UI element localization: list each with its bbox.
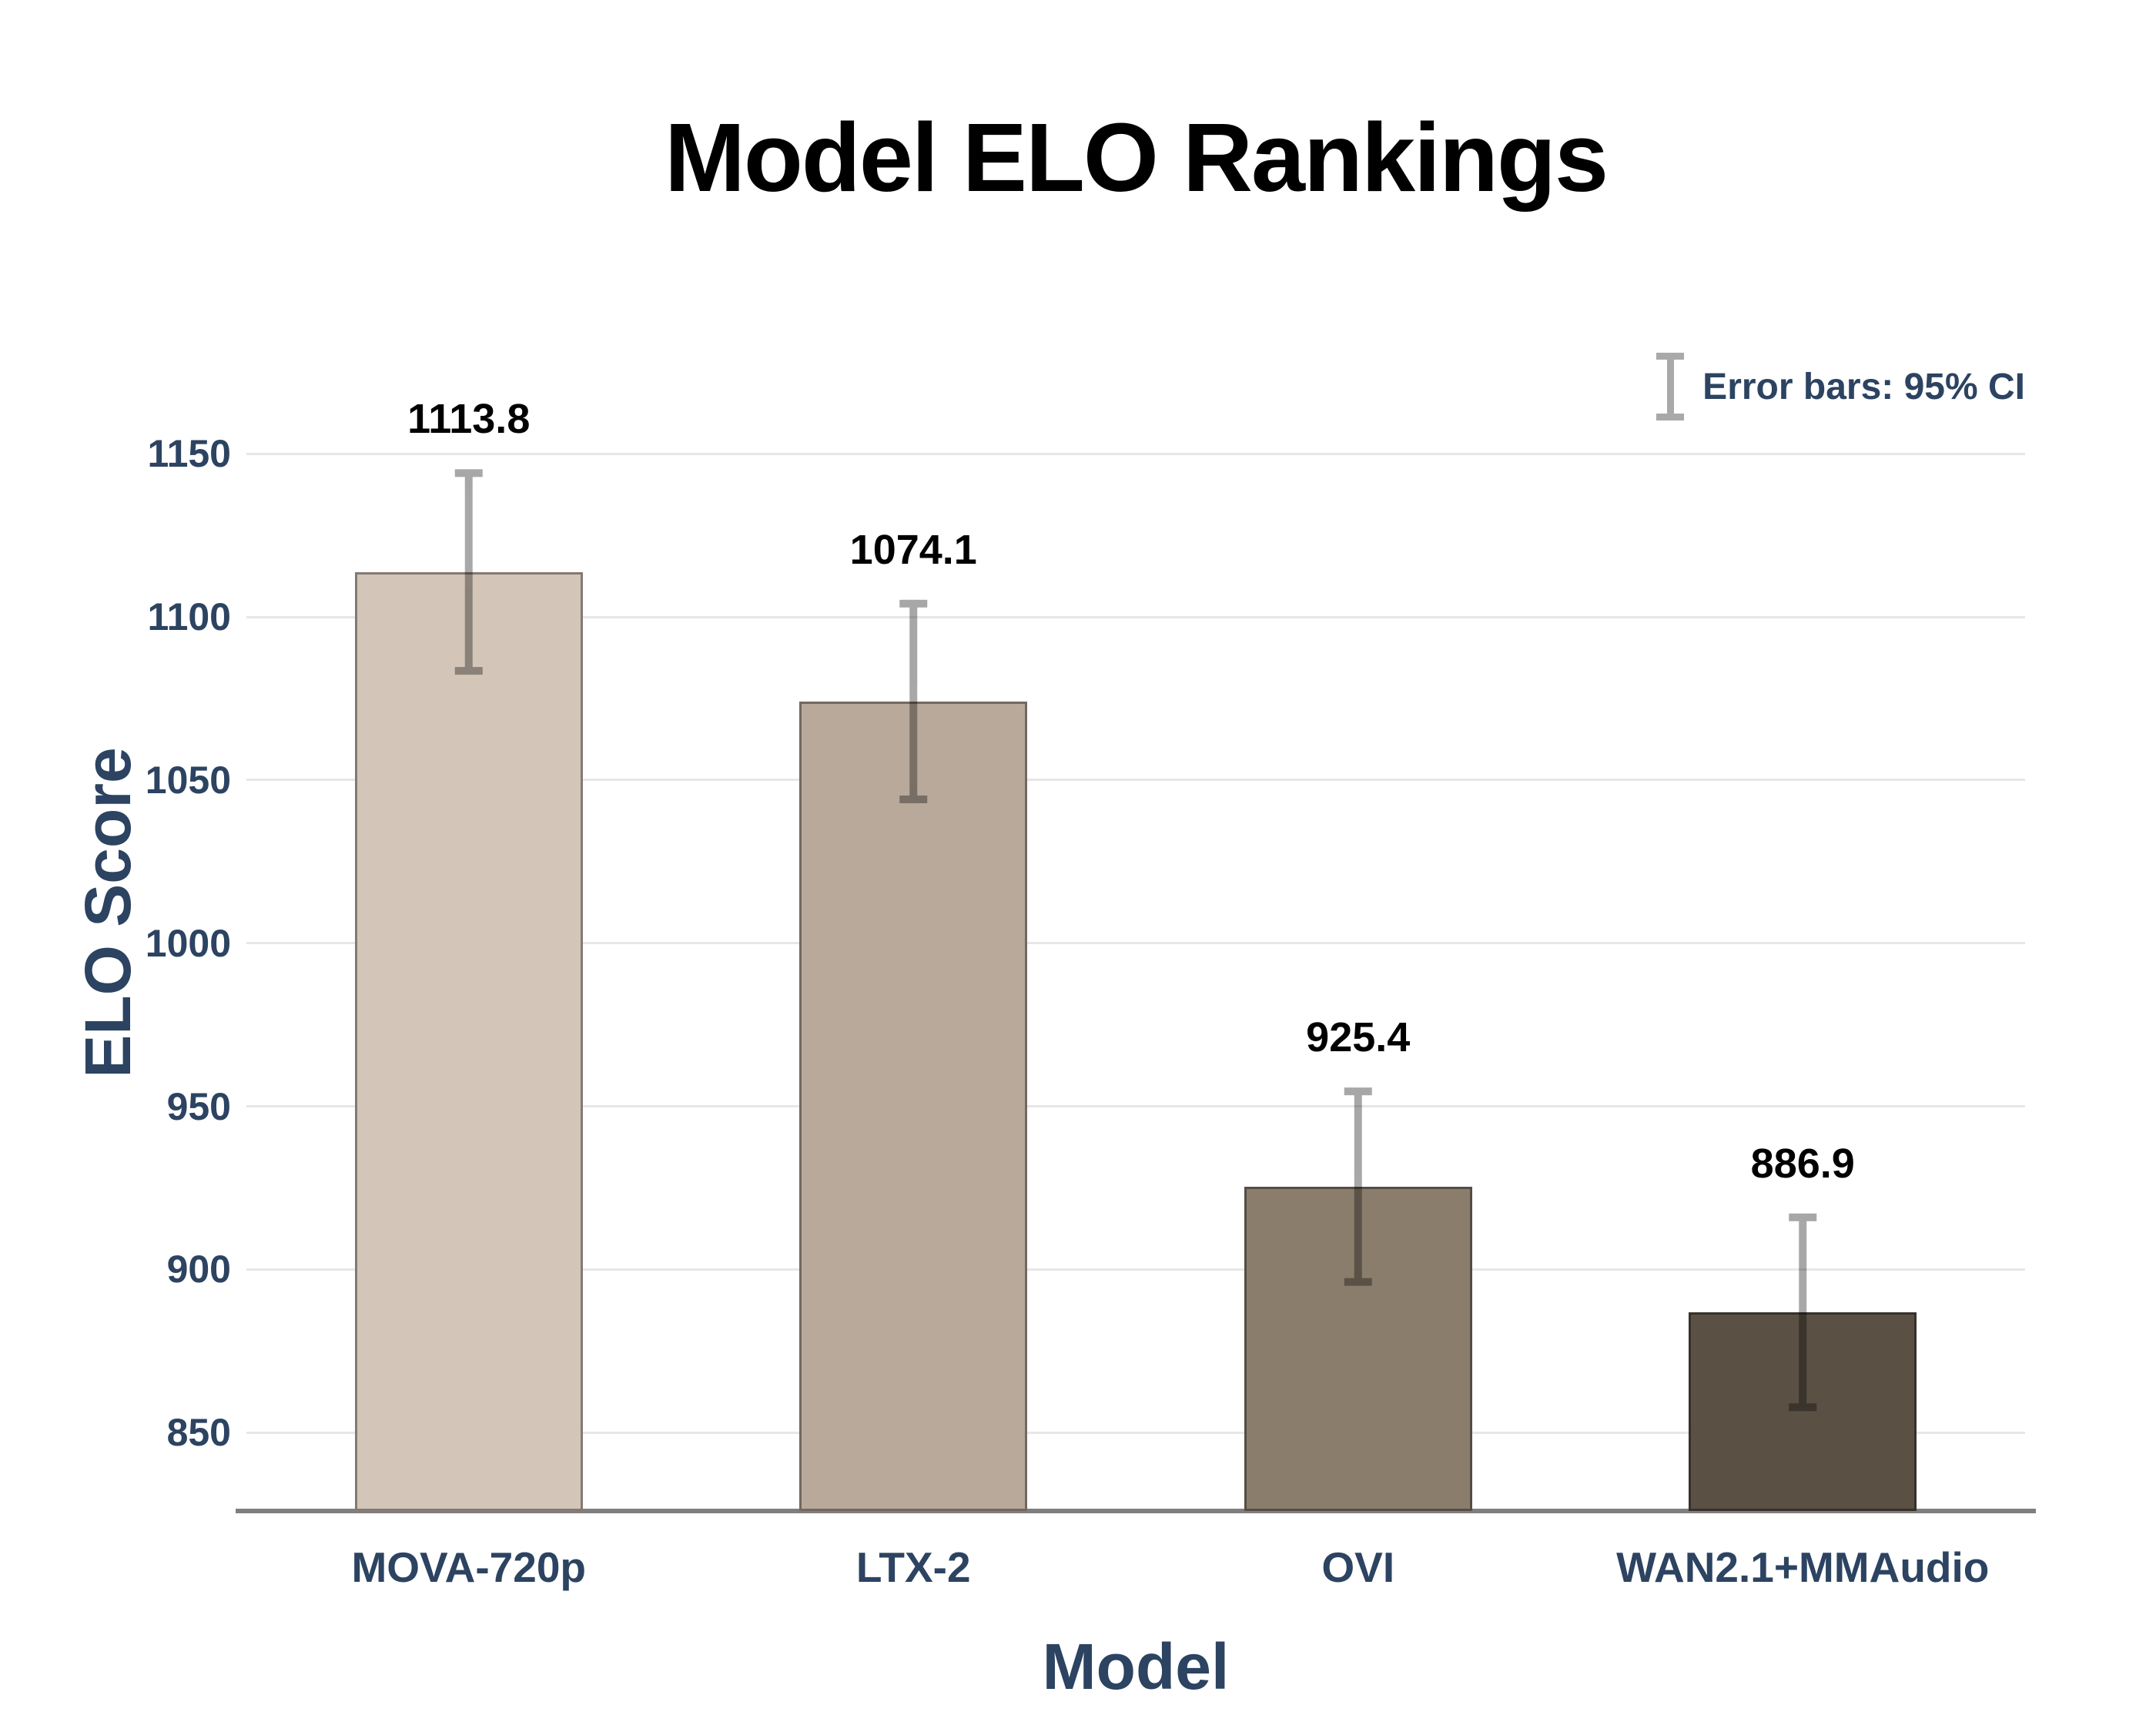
error-bar-icon <box>1656 353 1685 420</box>
xtick-MOVA-720p: MOVA-720p <box>351 1543 587 1591</box>
ytick-1150: 1150 <box>147 432 231 476</box>
ytick-850: 850 <box>166 1411 231 1455</box>
gridline-900 <box>246 1268 2025 1271</box>
legend: Error bars: 95% CI <box>1656 348 2025 425</box>
gridline-1100 <box>246 615 2025 618</box>
x-axis-line <box>236 1509 2036 1513</box>
ytick-1100: 1100 <box>147 595 231 639</box>
bar-LTX-2 <box>799 701 1028 1511</box>
ytick-950: 950 <box>166 1084 231 1128</box>
y-axis-title: ELO Score <box>72 747 144 1078</box>
chart-title: Model ELO Rankings <box>664 103 1609 212</box>
gridline-950 <box>246 1105 2025 1108</box>
xtick-OVI: OVI <box>1321 1543 1395 1591</box>
legend-label: Error bars: 95% CI <box>1702 366 2025 407</box>
value-label-MOVA-720p: 1113.8 <box>407 396 531 443</box>
xtick-LTX-2: LTX-2 <box>855 1543 971 1591</box>
bar-MOVA-720p <box>354 571 583 1511</box>
ytick-1000: 1000 <box>145 921 231 965</box>
x-axis-title: Model <box>1042 1630 1230 1703</box>
bar-OVI <box>1244 1186 1472 1511</box>
gridline-850 <box>246 1431 2025 1434</box>
bar-WAN2.1+MMAudio <box>1689 1312 1917 1511</box>
value-label-LTX-2: 1074.1 <box>849 526 977 573</box>
gridline-1050 <box>246 779 2025 782</box>
value-label-OVI: 925.4 <box>1306 1014 1411 1061</box>
value-label-WAN2.1+MMAudio: 886.9 <box>1750 1140 1855 1187</box>
gridline-1150 <box>246 452 2025 455</box>
plot-area: 1113.8 1074.1 925.4 886.9 <box>236 353 2036 1513</box>
gridline-1000 <box>246 942 2025 945</box>
xtick-WAN2.1+MMAudio: WAN2.1+MMAudio <box>1616 1543 1990 1591</box>
ytick-1050: 1050 <box>145 758 231 802</box>
ytick-900: 900 <box>166 1248 231 1292</box>
